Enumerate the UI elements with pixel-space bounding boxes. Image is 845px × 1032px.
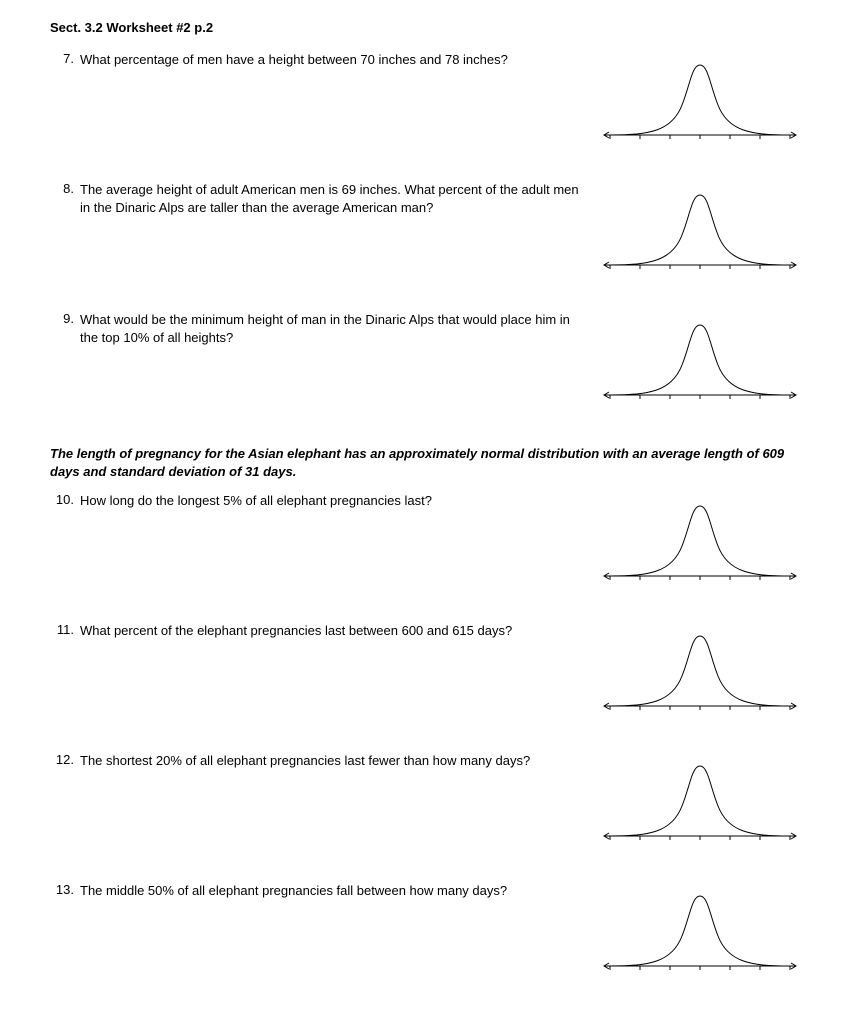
curve-area — [595, 622, 805, 718]
normal-curve-icon — [600, 317, 800, 407]
question-block: 13.The middle 50% of all elephant pregna… — [50, 882, 805, 1002]
question-text-area: 12.The shortest 20% of all elephant preg… — [50, 752, 595, 770]
normal-curve-icon — [600, 498, 800, 588]
question-number: 8. — [50, 181, 80, 196]
question-text-area: 10.How long do the longest 5% of all ele… — [50, 492, 595, 510]
question-text: The middle 50% of all elephant pregnanci… — [80, 882, 585, 900]
question-text: What percent of the elephant pregnancies… — [80, 622, 585, 640]
question-number: 9. — [50, 311, 80, 326]
question-text-area: 11.What percent of the elephant pregnanc… — [50, 622, 595, 640]
question-text-area: 9.What would be the minimum height of ma… — [50, 311, 595, 346]
curve-area — [595, 181, 805, 277]
curve-area — [595, 492, 805, 588]
curve-area — [595, 311, 805, 407]
question-text: How long do the longest 5% of all elepha… — [80, 492, 585, 510]
question-text-area: 7.What percentage of men have a height b… — [50, 51, 595, 69]
question-block: 8.The average height of adult American m… — [50, 181, 805, 301]
question-number: 13. — [50, 882, 80, 897]
question-text-area: 8.The average height of adult American m… — [50, 181, 595, 216]
worksheet-header: Sect. 3.2 Worksheet #2 p.2 — [50, 20, 805, 35]
question-text: The shortest 20% of all elephant pregnan… — [80, 752, 585, 770]
question-text-area: 13.The middle 50% of all elephant pregna… — [50, 882, 595, 900]
question-number: 7. — [50, 51, 80, 66]
top-questions-container: 7.What percentage of men have a height b… — [50, 51, 805, 431]
question-text: What would be the minimum height of man … — [80, 311, 585, 346]
normal-curve-icon — [600, 57, 800, 147]
normal-curve-icon — [600, 758, 800, 848]
question-number: 10. — [50, 492, 80, 507]
question-block: 9.What would be the minimum height of ma… — [50, 311, 805, 431]
normal-curve-icon — [600, 888, 800, 978]
question-text: What percentage of men have a height bet… — [80, 51, 585, 69]
question-number: 11. — [50, 622, 80, 637]
question-block: 11.What percent of the elephant pregnanc… — [50, 622, 805, 742]
question-block: 12.The shortest 20% of all elephant preg… — [50, 752, 805, 872]
section-intro: The length of pregnancy for the Asian el… — [50, 445, 805, 480]
curve-area — [595, 752, 805, 848]
question-block: 10.How long do the longest 5% of all ele… — [50, 492, 805, 612]
curve-area — [595, 51, 805, 147]
curve-area — [595, 882, 805, 978]
bottom-questions-container: 10.How long do the longest 5% of all ele… — [50, 492, 805, 1002]
normal-curve-icon — [600, 628, 800, 718]
question-number: 12. — [50, 752, 80, 767]
question-block: 7.What percentage of men have a height b… — [50, 51, 805, 171]
question-text: The average height of adult American men… — [80, 181, 585, 216]
normal-curve-icon — [600, 187, 800, 277]
